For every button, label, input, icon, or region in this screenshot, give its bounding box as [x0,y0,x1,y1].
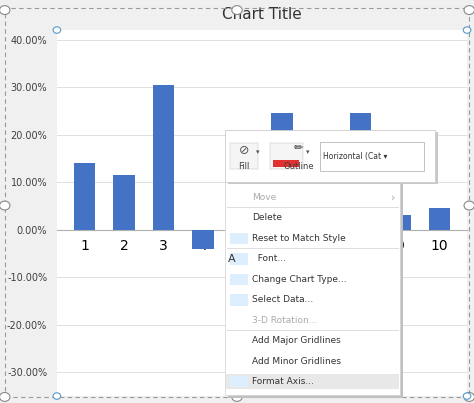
Bar [153,85,174,230]
Text: ▾: ▾ [306,149,310,155]
Text: 3-D Rotation...: 3-D Rotation... [253,316,318,325]
Text: Move: Move [253,193,277,202]
Text: ✏: ✏ [294,143,303,153]
Bar [192,230,214,249]
Text: Change Chart Type...: Change Chart Type... [253,275,347,284]
Bar [73,163,95,230]
Bar [428,208,450,230]
Text: Horizontal (Cat ▾: Horizontal (Cat ▾ [323,152,387,161]
Text: Reset to Match Style: Reset to Match Style [253,234,346,243]
Bar [350,113,372,230]
Bar [271,113,292,230]
Bar [113,175,135,230]
Text: Fill: Fill [238,162,250,170]
Text: ▾: ▾ [256,149,260,155]
Bar [310,230,332,320]
Bar [389,216,411,230]
Text: ⊘: ⊘ [239,144,249,157]
Text: Format Axis...: Format Axis... [253,377,314,386]
Text: Delete: Delete [253,213,283,222]
Text: Add Major Gridlines: Add Major Gridlines [253,336,341,345]
Text: A: A [228,254,236,264]
Text: Add Minor Gridlines: Add Minor Gridlines [253,357,341,366]
Text: Outline: Outline [283,162,314,170]
Text: ›: › [391,192,395,202]
Text: Select Data...: Select Data... [253,295,314,304]
Title: Chart Title: Chart Title [222,7,302,22]
Text: Font...: Font... [253,254,286,263]
